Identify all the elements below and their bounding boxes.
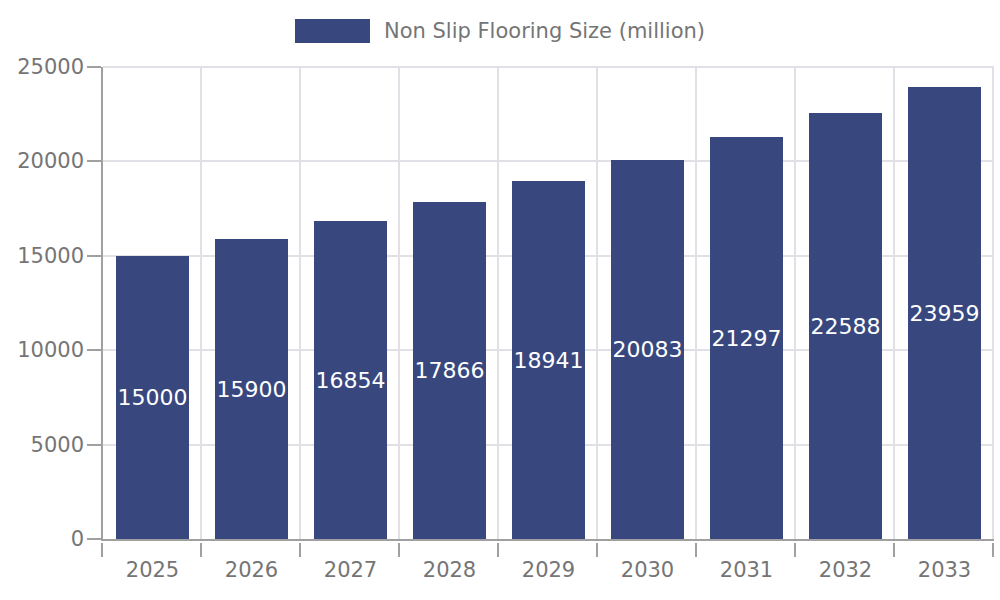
x-gridline [398, 67, 400, 539]
x-axis-tick-label: 2029 [499, 555, 598, 585]
legend-label: Non Slip Flooring Size (million) [384, 19, 705, 43]
bar-value-label: 22588 [809, 313, 882, 338]
x-gridline [497, 67, 499, 539]
legend: Non Slip Flooring Size (million) [0, 19, 1000, 43]
x-axis-tick-label: 2033 [895, 555, 994, 585]
y-axis-tick [87, 538, 101, 540]
bar-2030: 20083 [611, 160, 684, 539]
x-axis-tick-label: 2028 [400, 555, 499, 585]
x-gridline [200, 67, 202, 539]
x-gridline [893, 67, 895, 539]
x-gridline [299, 67, 301, 539]
y-axis-tick-label: 25000 [0, 53, 84, 81]
x-axis-tick-label: 2031 [697, 555, 796, 585]
y-axis-tick-label: 20000 [0, 147, 84, 175]
bar-2032: 22588 [809, 113, 882, 539]
y-axis-tick [87, 349, 101, 351]
y-axis-tick-label: 10000 [0, 336, 84, 364]
y-axis-tick [87, 66, 101, 68]
x-axis-tick-label: 2025 [103, 555, 202, 585]
bar-2028: 17866 [413, 202, 486, 539]
x-gridline [596, 67, 598, 539]
bar-chart: Non Slip Flooring Size (million) 1500015… [0, 0, 1000, 600]
y-axis-tick-label: 5000 [0, 431, 84, 459]
bar-2026: 15900 [215, 239, 288, 539]
x-gridline [992, 67, 994, 539]
y-axis-tick [87, 255, 101, 257]
x-gridline [695, 67, 697, 539]
y-axis-tick [87, 444, 101, 446]
bar-2029: 18941 [512, 181, 585, 539]
bar-2033: 23959 [908, 87, 981, 539]
y-axis-tick [87, 160, 101, 162]
bar-2027: 16854 [314, 221, 387, 539]
bar-value-label: 21297 [710, 325, 783, 350]
bar-value-label: 23959 [908, 300, 981, 325]
bar-2031: 21297 [710, 137, 783, 539]
x-axis-tick-label: 2030 [598, 555, 697, 585]
bar-value-label: 20083 [611, 337, 684, 362]
y-axis-tick-label: 0 [0, 525, 84, 553]
x-axis-tick-label: 2027 [301, 555, 400, 585]
bar-value-label: 15000 [116, 385, 189, 410]
x-axis-tick-label: 2032 [796, 555, 895, 585]
y-axis-tick-label: 15000 [0, 242, 84, 270]
x-axis-tick-label: 2026 [202, 555, 301, 585]
bar-value-label: 15900 [215, 376, 288, 401]
bar-value-label: 16854 [314, 367, 387, 392]
legend-swatch [295, 19, 370, 43]
y-gridline [103, 66, 994, 68]
bar-2025: 15000 [116, 256, 189, 539]
bar-value-label: 17866 [413, 358, 486, 383]
x-gridline [794, 67, 796, 539]
plot-area: 15000 15900 16854 17866 18941 20083 21297 22588… [101, 67, 994, 541]
bar-value-label: 18941 [512, 348, 585, 373]
